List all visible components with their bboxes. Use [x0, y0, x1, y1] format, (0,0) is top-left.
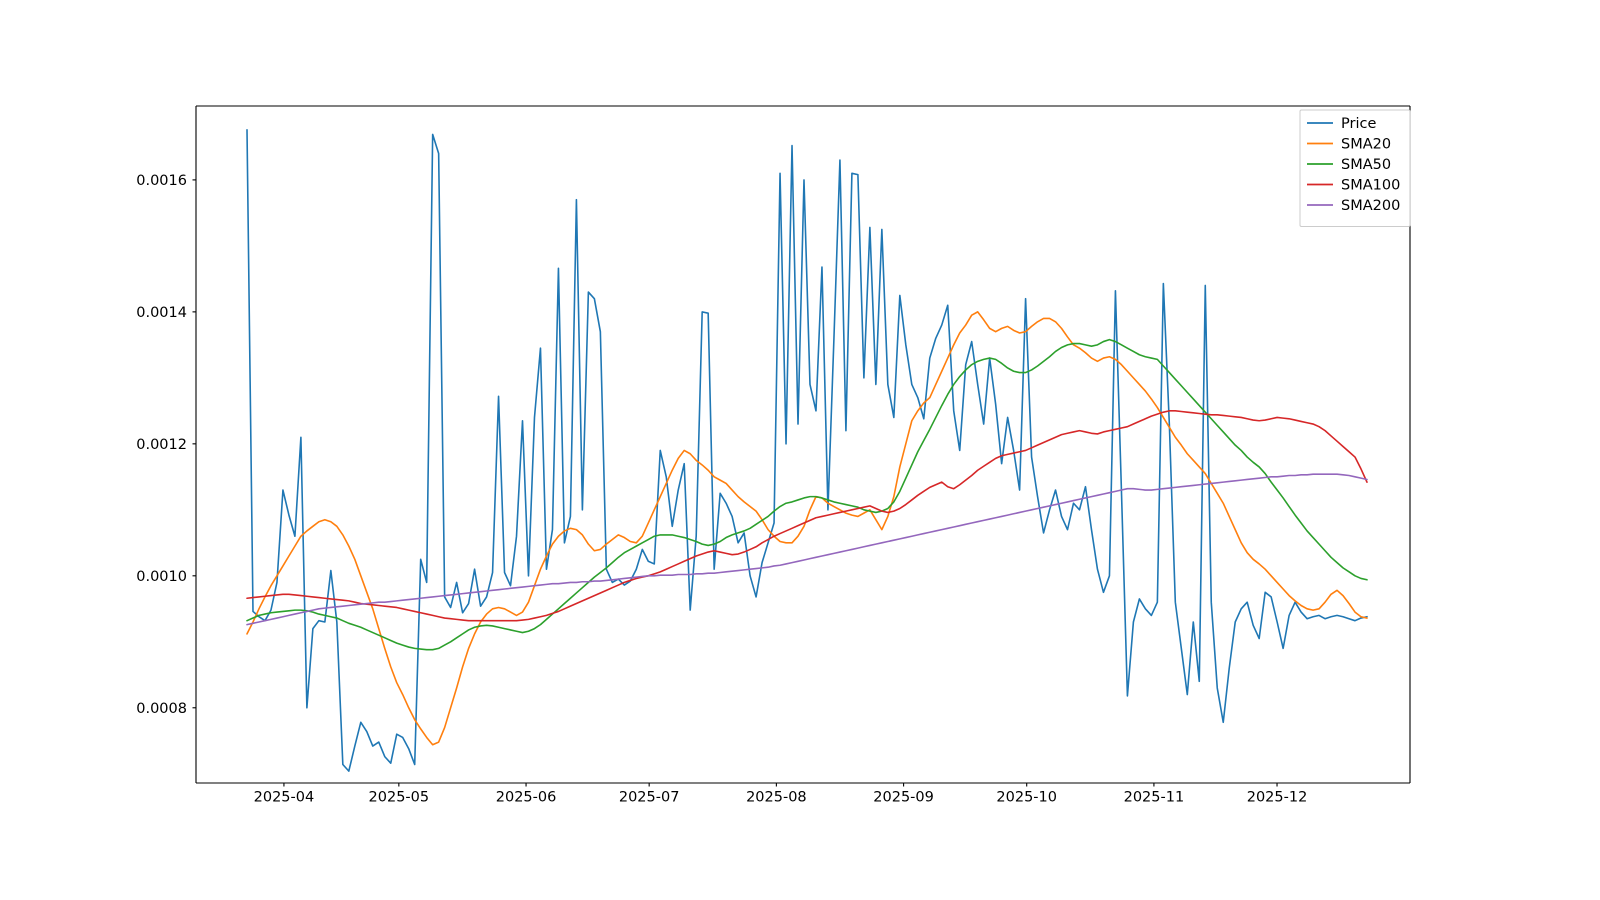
x-tick-label: 2025-07: [619, 790, 680, 806]
series-line-sma20: [246, 311, 1368, 746]
y-axis-ticks: 0.0008 0.0010 0.0012 0.0014 0.0016: [136, 173, 196, 717]
x-tick-label: 2025-09: [873, 790, 934, 806]
x-tick-label: 2025-06: [496, 790, 557, 806]
y-tick-label: 0.0010: [136, 569, 187, 585]
legend-frame: [1299, 109, 1411, 227]
x-tick-label: 2025-05: [369, 790, 430, 806]
y-tick-label: 0.0016: [136, 173, 187, 189]
legend-label-sma200[interactable]: SMA200: [1341, 198, 1400, 214]
legend-label-sma50[interactable]: SMA50: [1341, 157, 1391, 173]
x-tick-label: 2025-12: [1247, 790, 1308, 806]
series-line-price: [246, 128, 1368, 772]
legend-label-sma20[interactable]: SMA20: [1341, 137, 1391, 153]
y-tick-label: 0.0014: [136, 305, 187, 321]
legend-label-sma100[interactable]: SMA100: [1341, 178, 1400, 194]
x-tick-label: 2025-04: [254, 790, 315, 806]
x-tick-label: 2025-08: [746, 790, 807, 806]
x-tick-label: 2025-10: [996, 790, 1057, 806]
y-tick-label: 0.0012: [136, 437, 187, 453]
y-tick-label: 0.0008: [136, 701, 187, 717]
x-axis-ticks: 2025-04 2025-05 2025-06 2025-07 2025-08 2025-…: [254, 783, 1308, 806]
legend-label-price[interactable]: Price: [1341, 116, 1376, 132]
chart-legend[interactable]: Price SMA20 SMA50 SMA100 SMA200: [1299, 109, 1411, 227]
data-series-group: [246, 128, 1368, 772]
x-tick-label: 2025-11: [1124, 790, 1185, 806]
series-line-sma50: [246, 338, 1368, 651]
series-line-sma100: [246, 410, 1368, 622]
series-line-sma200: [246, 473, 1368, 626]
